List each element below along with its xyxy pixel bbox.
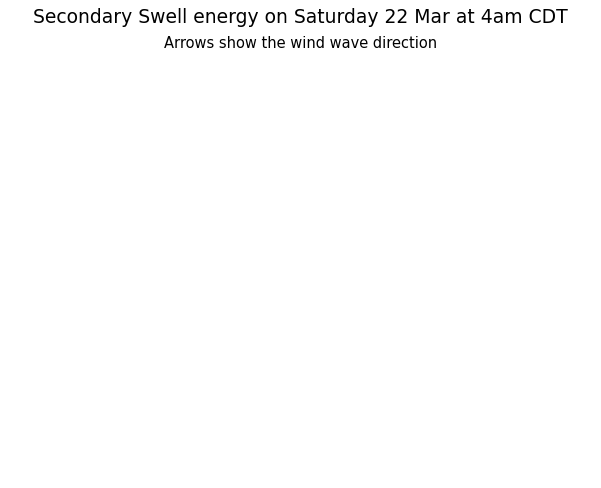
Text: Secondary Swell energy on Saturday 22 Mar at 4am CDT: Secondary Swell energy on Saturday 22 Ma… bbox=[33, 8, 568, 27]
Text: Map unavailable
(No module named 'geopandas'): Map unavailable (No module named 'geopan… bbox=[209, 261, 392, 283]
Text: Arrows show the wind wave direction: Arrows show the wind wave direction bbox=[164, 36, 437, 51]
